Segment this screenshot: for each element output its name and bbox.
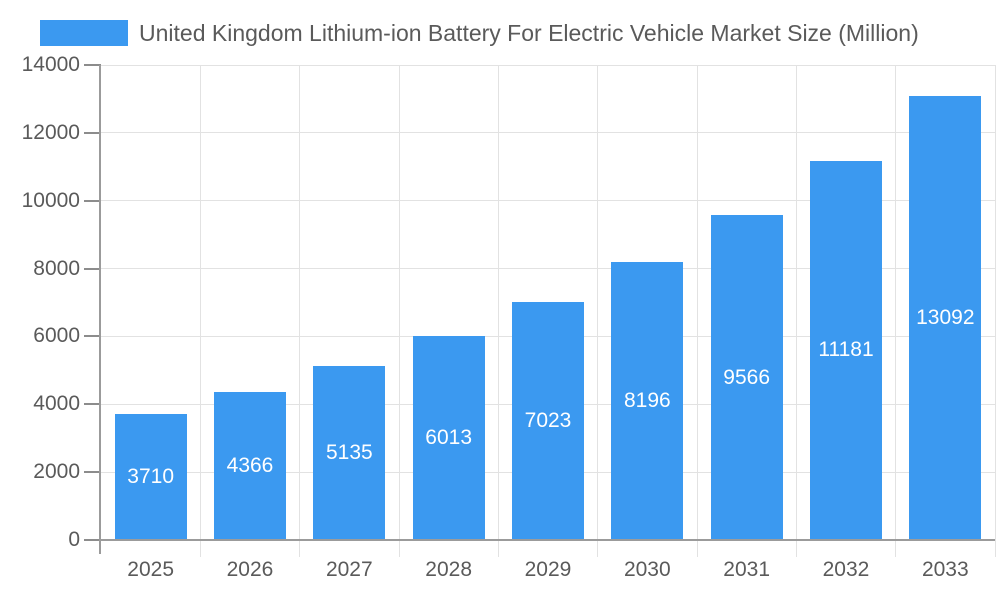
bar-value-label: 11181 (818, 338, 874, 362)
y-tick-label: 8000 (33, 256, 80, 280)
gridline-vertical (696, 65, 698, 557)
gridline-vertical (299, 65, 301, 557)
y-axis-tick (84, 267, 101, 270)
bar-2028[interactable]: 6013 (412, 335, 485, 540)
bar-2026[interactable]: 4366 (214, 391, 286, 540)
legend-label: United Kingdom Lithium-ion Battery For E… (139, 19, 919, 46)
x-tick-label-2030: 2030 (623, 558, 671, 581)
bar-2031[interactable]: 9566 (710, 215, 783, 540)
gridline-horizontal (101, 64, 995, 66)
y-axis-tick (84, 335, 101, 338)
bar-2033[interactable]: 13092 (909, 95, 982, 540)
x-tick-label-2026: 2026 (226, 558, 274, 581)
gridline-horizontal (101, 200, 995, 202)
y-tick-label: 14000 (21, 53, 80, 76)
bar-2029[interactable]: 7023 (512, 301, 584, 540)
y-tick-label: 4000 (33, 392, 80, 416)
x-axis-line (101, 539, 995, 541)
gridline-vertical (895, 65, 897, 557)
legend-item[interactable]: United Kingdom Lithium-ion Battery For E… (40, 19, 919, 47)
bar-2027[interactable]: 5135 (313, 365, 386, 540)
y-tick-label: 12000 (21, 120, 80, 144)
bar-value-label: 9566 (723, 365, 771, 389)
gridline-vertical (994, 65, 996, 557)
bar-value-label: 3710 (127, 465, 175, 489)
y-axis-tick (84, 539, 101, 541)
gridline-vertical (398, 65, 400, 557)
y-axis-tick (84, 403, 101, 406)
bar-value-label: 4366 (226, 453, 274, 477)
x-tick-label-2027: 2027 (325, 558, 373, 581)
y-axis-tick (84, 471, 101, 474)
y-axis-tick (84, 131, 101, 134)
gridline-horizontal (101, 132, 995, 134)
y-axis-tick (84, 64, 101, 66)
y-tick-label: 10000 (21, 188, 80, 212)
y-tick-label: 2000 (33, 460, 80, 484)
x-tick-label-2028: 2028 (425, 558, 473, 581)
gridline-vertical (497, 65, 499, 557)
y-tick-label: 6000 (33, 324, 80, 348)
y-axis-tick (84, 199, 101, 202)
bar-value-label: 8196 (623, 388, 671, 412)
x-tick-label-2029: 2029 (524, 558, 572, 581)
y-tick-label: 0 (68, 528, 80, 551)
y-axis-line (99, 65, 101, 554)
bar-2032[interactable]: 11181 (810, 160, 882, 540)
bar-2030[interactable]: 8196 (611, 261, 684, 540)
bar-value-label: 13092 (916, 305, 975, 329)
bar-value-label: 5135 (325, 440, 373, 464)
x-tick-label-2032: 2032 (822, 558, 870, 581)
x-tick-label-2033: 2033 (921, 558, 969, 581)
x-tick-label-2031: 2031 (723, 558, 771, 581)
gridline-horizontal (101, 268, 995, 270)
gridline-vertical (597, 65, 599, 557)
gridline-vertical (199, 65, 201, 557)
legend-swatch (40, 20, 128, 46)
gridline-vertical (795, 65, 797, 557)
x-tick-label-2025: 2025 (127, 558, 175, 581)
bar-value-label: 6013 (425, 425, 473, 449)
bar-value-label: 7023 (524, 408, 572, 432)
bar-2025[interactable]: 3710 (114, 414, 187, 540)
